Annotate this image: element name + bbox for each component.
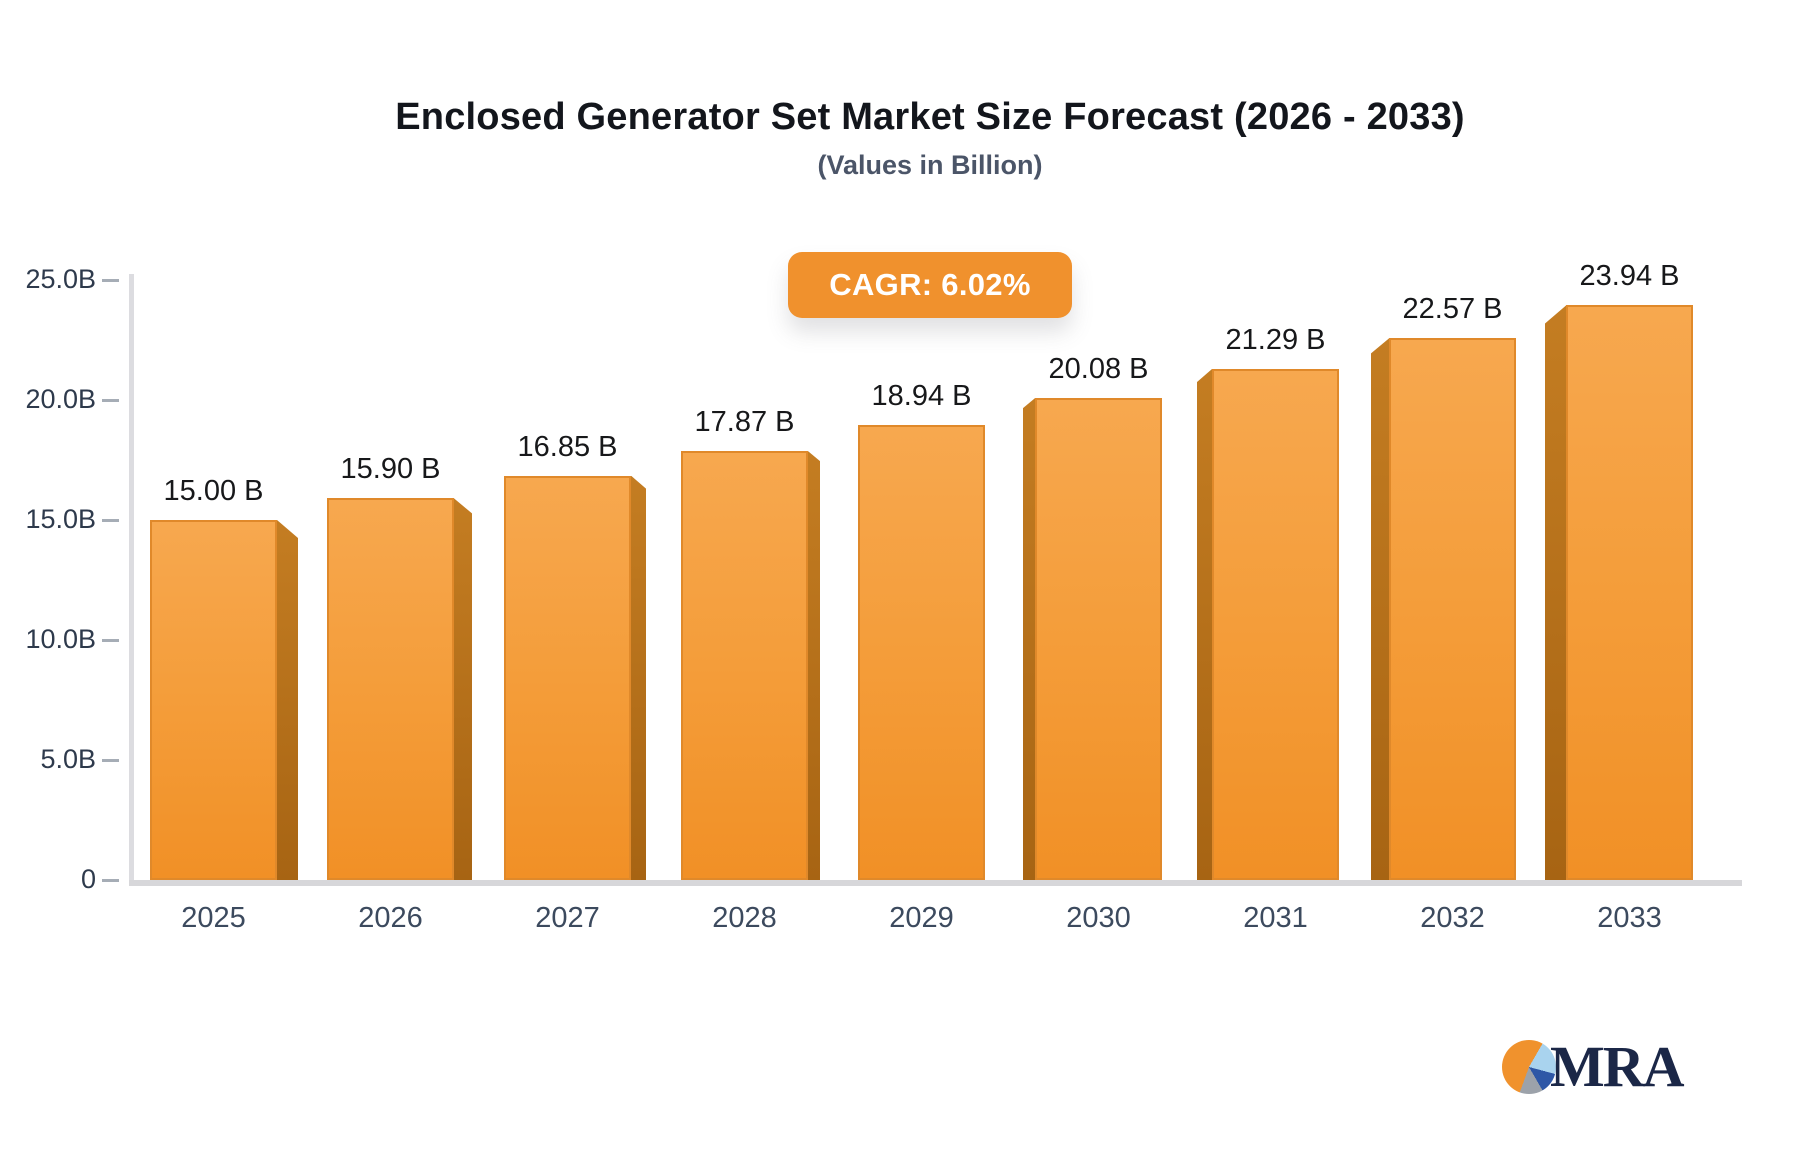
x-tick-label: 2033: [1597, 902, 1662, 934]
y-tick-label: 5.0B: [40, 744, 96, 774]
bar-3d-side: [1371, 338, 1389, 880]
y-tick-label: 15.0B: [25, 504, 96, 534]
x-tick-label: 2030: [1066, 902, 1131, 934]
chart-title: Enclosed Generator Set Market Size Forec…: [395, 96, 1465, 138]
bar-3d-side: [1197, 369, 1212, 880]
bar-value-label: 20.08 B: [1048, 353, 1149, 386]
y-tick-mark: [102, 639, 119, 642]
bar-value-label: 18.94 B: [871, 380, 972, 413]
bar-2030: [1035, 398, 1162, 880]
brand-logo: MRA: [1502, 1034, 1685, 1099]
x-tick-label: 2027: [535, 902, 600, 934]
bar-value-label: 16.85 B: [517, 430, 618, 463]
bar-3d-side: [631, 475, 646, 880]
x-tick-label: 2032: [1420, 902, 1485, 934]
bar-2026: [327, 498, 454, 880]
x-tick-label: 2026: [358, 902, 423, 934]
bar-3d-side: [454, 498, 472, 880]
bar-value-label: 22.57 B: [1402, 293, 1503, 326]
pie-chart-logo-icon: [1502, 1040, 1556, 1094]
x-tick-label: 2028: [712, 902, 777, 934]
bar-value-label: 23.94 B: [1579, 260, 1680, 293]
bar-2028: [681, 451, 808, 880]
bar-value-label: 15.90 B: [340, 453, 441, 486]
brand-logo-text: MRA: [1550, 1034, 1685, 1099]
x-tick-label: 2031: [1243, 902, 1308, 934]
x-tick-label: 2025: [181, 902, 246, 934]
bar-3d-side: [1023, 398, 1035, 880]
y-tick-label: 10.0B: [25, 624, 96, 654]
chart-subtitle: (Values in Billion): [817, 150, 1043, 180]
y-tick-mark: [102, 399, 119, 402]
bar-2033: [1566, 305, 1693, 880]
bar-2031: [1212, 369, 1339, 880]
y-tick-label: 20.0B: [25, 384, 96, 414]
bar-value-label: 15.00 B: [163, 475, 264, 507]
bar-2027: [504, 475, 631, 880]
y-tick-label: 0: [80, 864, 96, 894]
y-axis-line: [129, 274, 134, 886]
y-tick-mark: [102, 879, 119, 882]
bar-3d-side: [277, 520, 298, 880]
bar-value-label: 17.87 B: [694, 406, 795, 439]
bar-2025: [150, 520, 277, 880]
x-tick-label: 2029: [889, 902, 954, 934]
bar-3d-side: [808, 451, 820, 880]
cagr-badge-label: CAGR: 6.02%: [829, 267, 1031, 302]
bar-value-label: 21.29 B: [1225, 324, 1326, 357]
bar-3d-side: [1545, 305, 1566, 880]
y-tick-mark: [102, 519, 119, 522]
bar-2029: [858, 425, 985, 880]
y-tick-label: 25.0B: [25, 264, 96, 294]
x-axis-line: [129, 880, 1742, 886]
y-tick-mark: [102, 759, 119, 762]
cagr-badge: CAGR: 6.02%: [788, 252, 1072, 318]
y-tick-mark: [102, 279, 119, 282]
bar-2032: [1389, 338, 1516, 880]
